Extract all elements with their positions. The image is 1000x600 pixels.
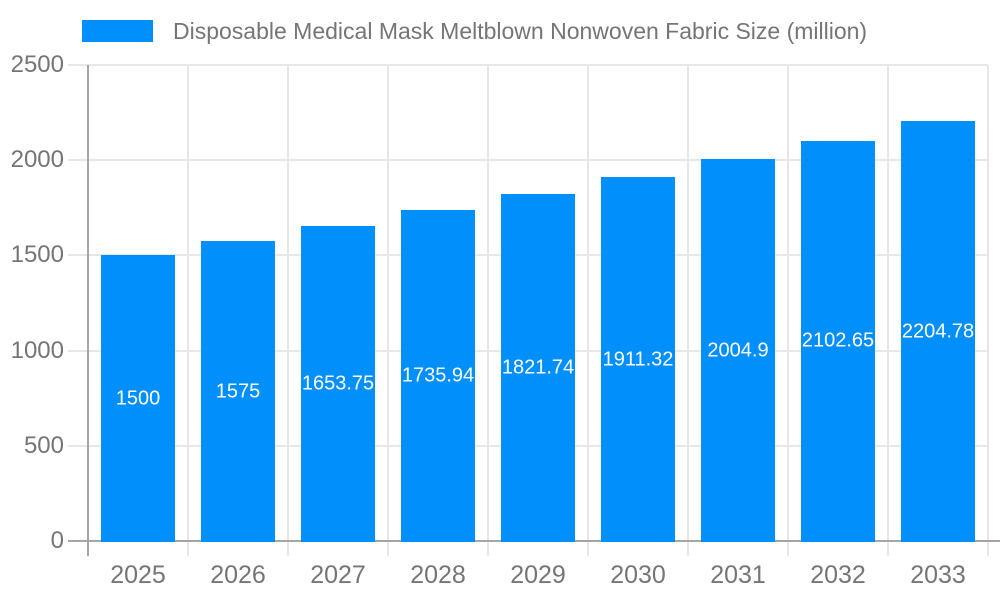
x-axis-tick-label: 2030	[610, 561, 666, 589]
v-gridline	[887, 65, 889, 556]
y-axis-tick-label: 2500	[10, 51, 64, 78]
bar[interactable]: 1821.74	[501, 194, 575, 542]
y-axis-line	[87, 65, 89, 556]
bar-value-label: 2004.9	[707, 339, 769, 362]
bar-value-label: 1653.75	[301, 372, 375, 395]
bar[interactable]: 1735.94	[401, 210, 475, 542]
bar-value-label: 1821.74	[501, 356, 575, 379]
v-gridline	[987, 65, 989, 556]
y-axis-tick-label: 0	[50, 527, 64, 554]
bar[interactable]: 2204.78	[901, 121, 975, 542]
bar[interactable]: 2004.9	[701, 159, 775, 542]
x-axis-tick-label: 2027	[310, 561, 366, 589]
h-gridline	[68, 64, 988, 66]
y-axis-tick-label: 1500	[10, 241, 64, 269]
legend-series-label: Disposable Medical Mask Meltblown Nonwov…	[173, 17, 868, 44]
v-gridline	[587, 65, 589, 556]
v-gridline	[287, 65, 289, 556]
x-axis-tick-label: 2033	[910, 561, 966, 589]
x-axis-tick-label: 2031	[710, 561, 766, 589]
v-gridline	[787, 65, 789, 556]
h-gridline	[68, 159, 988, 162]
bar-value-label: 1575	[215, 380, 261, 403]
bar-value-label: 1735.94	[401, 364, 475, 387]
legend-item[interactable]: Disposable Medical Mask Meltblown Nonwov…	[82, 15, 867, 47]
y-axis-tick-label: 500	[23, 431, 64, 459]
bar[interactable]: 1500	[101, 255, 175, 542]
x-axis-tick-label: 2029	[510, 561, 566, 589]
bar-value-label: 1500	[115, 387, 161, 410]
y-axis-tick-label: 1000	[10, 336, 64, 364]
bar[interactable]: 1911.32	[601, 177, 675, 542]
v-gridline	[387, 65, 389, 556]
bar[interactable]: 1575	[201, 241, 275, 542]
legend-swatch	[82, 20, 153, 42]
x-axis-tick-label: 2025	[110, 561, 166, 589]
bar-value-label: 2204.78	[901, 320, 975, 343]
v-gridline	[487, 65, 489, 556]
x-axis-tick-label: 2028	[410, 561, 466, 589]
v-gridline	[187, 65, 189, 556]
v-gridline	[687, 65, 689, 556]
bar-value-label: 1911.32	[602, 348, 674, 371]
x-axis-tick-label: 2032	[810, 561, 866, 589]
bar[interactable]: 2102.65	[801, 140, 875, 542]
x-axis-tick-label: 2026	[210, 561, 266, 589]
bar-value-label: 2102.65	[801, 329, 875, 352]
y-axis-tick-label: 2000	[10, 146, 64, 174]
bar[interactable]: 1653.75	[301, 226, 375, 542]
